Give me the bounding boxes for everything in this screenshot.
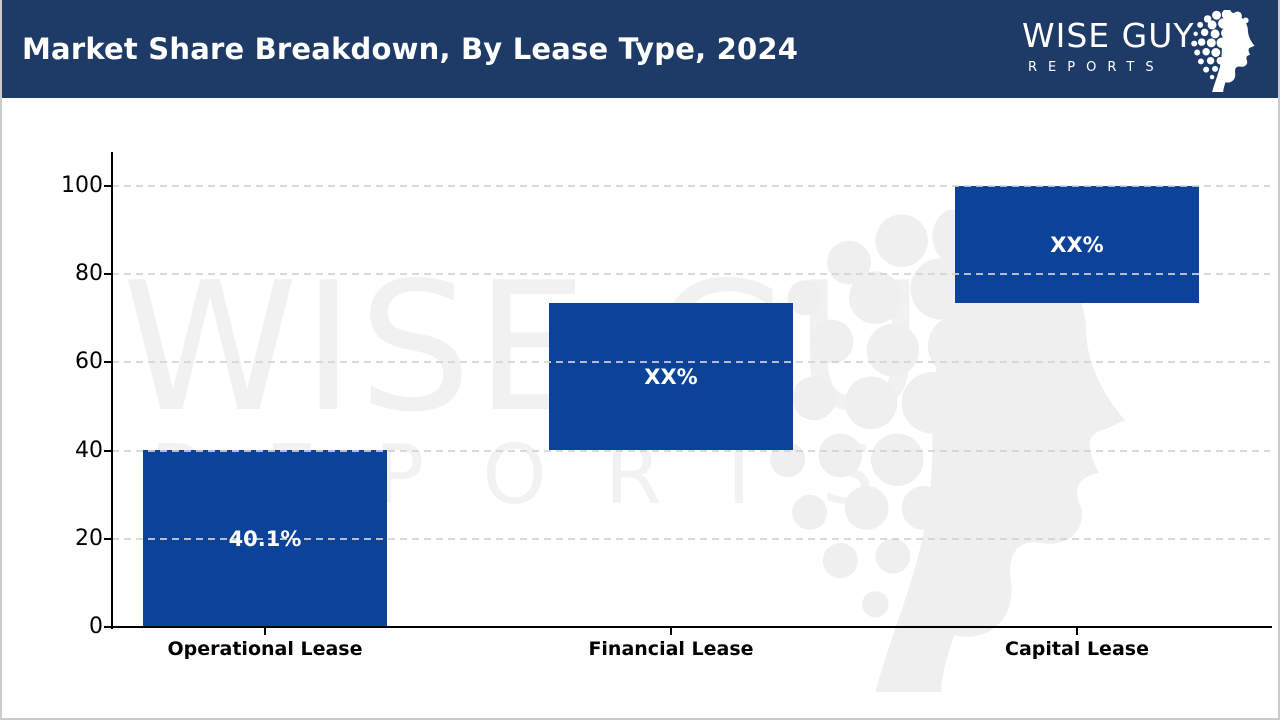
logo-wordmark: WISE GUY bbox=[1022, 16, 1195, 55]
x-axis-line bbox=[111, 626, 1272, 628]
bar-value-label-capital-lease: XX% bbox=[1050, 232, 1104, 257]
y-tick-label-100: 100 bbox=[61, 172, 103, 198]
header-bar: Market Share Breakdown, By Lease Type, 2… bbox=[0, 0, 1280, 98]
y-tick-label-60: 60 bbox=[75, 349, 103, 375]
wise-guy-face-icon bbox=[1191, 10, 1255, 92]
gridline-100 bbox=[112, 185, 1270, 187]
x-tick-label-financial-lease: Financial Lease bbox=[588, 638, 754, 660]
y-tick-label-80: 80 bbox=[75, 260, 103, 286]
x-tick-label-operational-lease: Operational Lease bbox=[167, 638, 363, 660]
bar-value-label-financial-lease: XX% bbox=[644, 364, 698, 389]
x-tick-mark-financial-lease bbox=[670, 627, 672, 635]
gridline-40 bbox=[112, 449, 1270, 452]
y-tick-mark-100 bbox=[104, 185, 112, 187]
y-axis-line bbox=[111, 152, 113, 629]
page-title: Market Share Breakdown, By Lease Type, 2… bbox=[22, 32, 799, 66]
y-tick-label-40: 40 bbox=[75, 437, 103, 463]
gridline-80 bbox=[112, 273, 1270, 276]
x-tick-mark-operational-lease bbox=[264, 627, 266, 635]
bar-value-label-operational-lease: 40.1% bbox=[228, 526, 302, 551]
y-tick-mark-60 bbox=[104, 361, 112, 364]
x-tick-label-capital-lease: Capital Lease bbox=[1005, 638, 1149, 660]
y-tick-mark-80 bbox=[104, 273, 112, 276]
wise-guy-reports-logo: WISE GUY REPORTS bbox=[1022, 8, 1266, 92]
logo-subtitle: REPORTS bbox=[1028, 60, 1165, 75]
bar-financial-lease bbox=[549, 303, 793, 451]
x-tick-mark-capital-lease bbox=[1076, 627, 1078, 635]
y-tick-label-0: 0 bbox=[89, 613, 103, 639]
y-tick-mark-0 bbox=[104, 626, 112, 628]
y-tick-mark-20 bbox=[104, 537, 112, 540]
y-tick-mark-40 bbox=[104, 449, 112, 452]
gridline-20 bbox=[112, 537, 1270, 540]
y-tick-label-20: 20 bbox=[75, 525, 103, 551]
gridline-60 bbox=[112, 361, 1270, 364]
